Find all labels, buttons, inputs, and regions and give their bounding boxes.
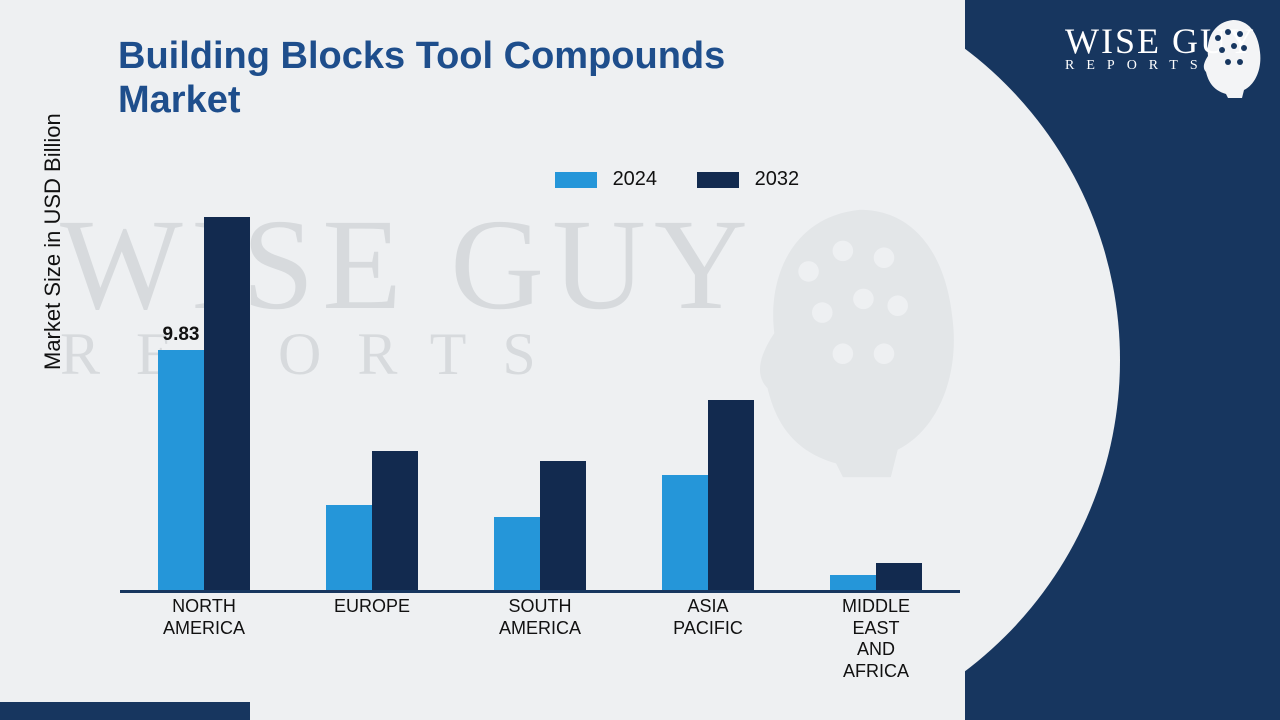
page-title: Building Blocks Tool Compounds Market: [118, 35, 818, 122]
bar: [494, 517, 540, 590]
bar-group: MIDDLEEASTANDAFRICA: [792, 563, 960, 590]
bar-group: 9.83NORTHAMERICA: [120, 217, 288, 590]
bar: [708, 400, 754, 590]
category-label: SOUTHAMERICA: [456, 590, 624, 639]
category-label: NORTHAMERICA: [120, 590, 288, 639]
bar: [830, 575, 876, 590]
value-label: 9.83: [163, 324, 200, 346]
bar: [204, 217, 250, 590]
bar: [158, 350, 204, 590]
category-label: MIDDLEEASTANDAFRICA: [792, 590, 960, 682]
bottom-strip: [0, 702, 250, 720]
bar: [876, 563, 922, 590]
bar: [326, 505, 372, 590]
bar-group: SOUTHAMERICA: [456, 461, 624, 590]
bar-group: EUROPE: [288, 451, 456, 590]
bar: [372, 451, 418, 590]
plot-area: 9.83NORTHAMERICAEUROPESOUTHAMERICAASIAPA…: [120, 200, 960, 593]
category-label: ASIAPACIFIC: [624, 590, 792, 639]
bar-chart: Market Size in USD Billion 9.83NORTHAMER…: [90, 170, 960, 610]
y-axis-label: Market Size in USD Billion: [40, 113, 66, 370]
category-label: EUROPE: [288, 590, 456, 618]
logo-head-icon: [1198, 18, 1268, 98]
bar: [662, 475, 708, 590]
bar-group: ASIAPACIFIC: [624, 400, 792, 590]
bar: [540, 461, 586, 590]
